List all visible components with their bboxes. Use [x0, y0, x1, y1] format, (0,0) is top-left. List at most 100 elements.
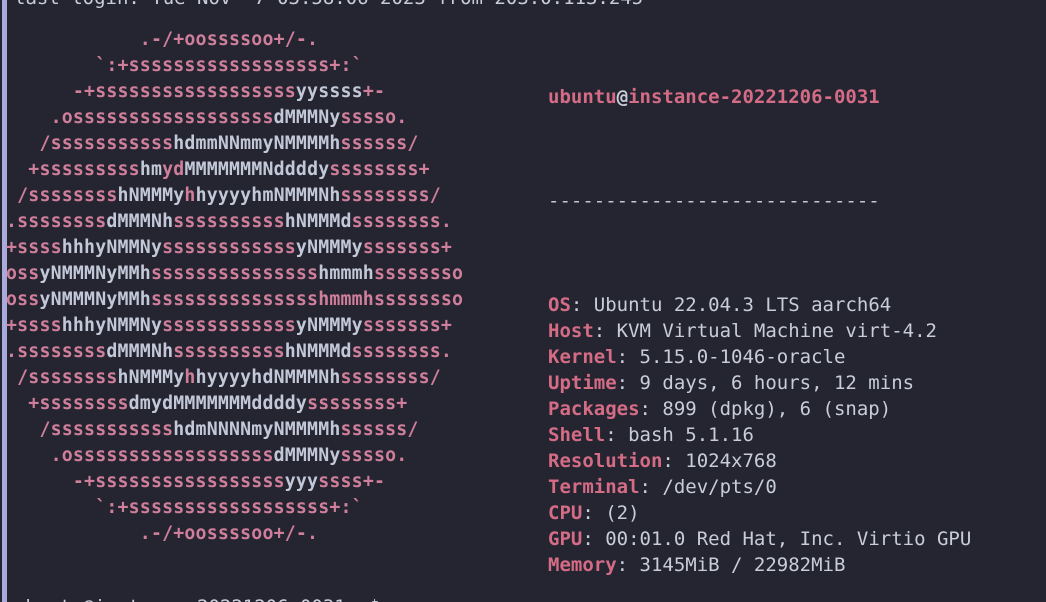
info-row-resolution: Resolution: 1024x768: [548, 448, 971, 474]
logo-segment: ssssssss/: [340, 185, 441, 207]
info-separator: :: [662, 450, 686, 472]
info-row-packages: Packages: 899 (dpkg), 6 (snap): [548, 396, 971, 422]
logo-segment: .-/+oossssoo+/-.: [6, 29, 319, 51]
logo-segment: hNMMMd: [284, 211, 352, 233]
logo-segment: ssss: [318, 471, 363, 493]
logo-segment: .-/+oossssoo+/-.: [6, 523, 319, 545]
info-value: 00:01.0 Red Hat, Inc. Virtio GPU: [605, 528, 972, 550]
info-separator: :: [639, 476, 663, 498]
info-row-gpu: GPU: 00:01.0 Red Hat, Inc. Virtio GPU: [548, 526, 971, 552]
logo-segment: ssssssssssss: [162, 315, 296, 337]
logo-segment: sssssssssssssss: [150, 289, 319, 311]
logo-segment: yNMMMNyMMh: [39, 263, 151, 285]
logo-segment: ssssssssss: [173, 341, 285, 363]
logo-segment: +ssss: [6, 237, 62, 259]
info-value: 5.15.0-1046-oracle: [639, 346, 846, 368]
info-value: KVM Virtual Machine virt-4.2: [616, 320, 937, 342]
logo-segment: +ssssssss: [6, 393, 129, 415]
logo-segment: ssssssss/: [340, 367, 441, 389]
logo-segment: +ssss: [6, 315, 62, 337]
logo-segment: ssssssssssss: [162, 237, 296, 259]
logo-segment: h: [184, 367, 196, 389]
logo-segment: hyyyyhd: [195, 367, 274, 389]
info-row-uptime: Uptime: 9 days, 6 hours, 12 mins: [548, 370, 971, 396]
logo-segment: .ossssssssssssssssss: [6, 445, 274, 467]
logo-segment: hm: [139, 159, 163, 181]
info-row-memory: Memory: 3145MiB / 22982MiB: [548, 552, 971, 578]
logo-segment: hdmmNNmmyNMMMMh: [173, 133, 341, 155]
logo-segment: hyyyyhmNMMMNh: [195, 185, 341, 207]
logo-segment: ssssssss.: [351, 341, 453, 363]
logo-segment: ssssssss.: [351, 211, 453, 233]
logo-segment: +-: [362, 81, 386, 103]
logo-segment: hhhyNMMNy: [61, 315, 163, 337]
info-key: Packages: [548, 398, 640, 420]
info-separator: :: [570, 294, 594, 316]
logo-segment: ssssssssssssssss: [95, 107, 274, 129]
logo-segment: `:+ssssssssssssssssss+:`: [6, 497, 363, 519]
hostname-label: instance-20221206-0031: [628, 86, 880, 108]
logo-segment: dmyd: [128, 393, 174, 415]
logo-segment: ssssssss+: [307, 393, 408, 415]
logo-segment: ssssssso: [373, 263, 464, 285]
logo-segment: /ssssssss: [6, 367, 118, 389]
info-separator: :: [605, 424, 629, 446]
logo-segment: hdmNNNNmyNMMMMh: [173, 419, 341, 441]
logo-segment: yNMMMNyMMh: [39, 289, 151, 311]
info-row-shell: Shell: bash 5.1.16: [548, 422, 971, 448]
info-separator: :: [582, 502, 606, 524]
logo-segment: hNMMMd: [284, 341, 352, 363]
logo-segment: /sssssssssss: [6, 419, 174, 441]
logo-segment: sssso.: [340, 107, 408, 129]
info-key: Resolution: [548, 450, 663, 472]
info-row-host: Host: KVM Virtual Machine virt-4.2: [548, 318, 971, 344]
info-key: GPU: [548, 528, 583, 550]
logo-segment: hNMMMy: [117, 185, 185, 207]
logo-segment: dMMMNy: [273, 107, 341, 129]
info-value: 1024x768: [685, 450, 777, 472]
logo-segment: +-: [362, 471, 386, 493]
logo-segment: ssssssso: [373, 289, 464, 311]
logo-segment: .oss: [6, 107, 96, 129]
host-title-line: ubuntu@instance-20221206-0031: [548, 84, 971, 110]
logo-segment: +sssssssss: [6, 159, 140, 181]
info-separator: :: [616, 346, 640, 368]
logo-segment: ssssssssss: [173, 211, 285, 233]
info-value: 3145MiB / 22982MiB: [639, 554, 846, 576]
logo-segment: yd: [162, 159, 185, 181]
logo-segment: hhhyNMMNy: [61, 237, 163, 259]
logo-segment: .ssssssss: [6, 211, 107, 233]
logo-segment: ssssss/: [340, 133, 419, 155]
logo-segment: NMMMNh: [273, 367, 341, 389]
info-separator: :: [593, 320, 617, 342]
logo-segment: h: [184, 185, 196, 207]
logo-segment: MMMMMMMddddy: [173, 393, 308, 415]
logo-segment: yNMMMy: [295, 237, 363, 259]
logo-segment: sssso.: [340, 445, 408, 467]
logo-segment: dMMMNh: [106, 211, 174, 233]
logo-segment: hmmmh: [318, 289, 374, 311]
logo-segment: `:+ssssssssssssssssss+:`: [6, 55, 363, 77]
info-value: bash 5.1.16: [628, 424, 754, 446]
system-info-block: ubuntu@instance-20221206-0031 ----------…: [540, 0, 971, 602]
ubuntu-logo-ascii-art: .-/+oossssoo+/-. `:+ssssssssssssssssss+:…: [0, 18, 540, 547]
info-separator: :: [616, 554, 640, 576]
info-value: 899 (dpkg), 6 (snap): [662, 398, 892, 420]
logo-segment: sssssss+: [362, 237, 453, 259]
info-row-cpu: CPU: (2): [548, 500, 971, 526]
info-row-os: OS: Ubuntu 22.04.3 LTS aarch64: [548, 292, 971, 318]
logo-segment: yyssss: [295, 81, 363, 103]
logo-segment: yyy: [284, 471, 319, 493]
info-key: Host: [548, 320, 594, 342]
info-separator: :: [639, 398, 663, 420]
previous-command-line: last login: Tue Nov 7 03:58:06 2023 from…: [14, 0, 643, 9]
logo-segment: hNMMMy: [117, 367, 185, 389]
info-value: 9 days, 6 hours, 12 mins: [639, 372, 915, 394]
logo-segment: .ssssssss: [6, 341, 107, 363]
info-row-terminal: Terminal: /dev/pts/0: [548, 474, 971, 500]
info-value: Ubuntu 22.04.3 LTS aarch64: [593, 294, 892, 316]
logo-segment: -+ssssssssssssssssss: [6, 81, 296, 103]
logo-segment: -+sssssssssssssssss: [6, 471, 285, 493]
